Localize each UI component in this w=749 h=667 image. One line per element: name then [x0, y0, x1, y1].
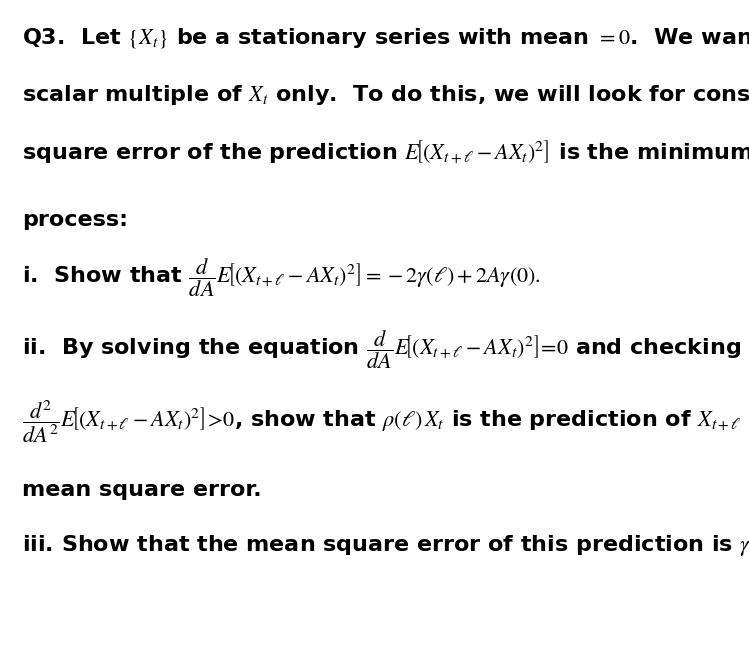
Text: iii. Show that the mean square error of this prediction is $\gamma(0)\left(1 - \: iii. Show that the mean square error of … — [22, 532, 749, 558]
Text: mean square error.: mean square error. — [22, 480, 261, 500]
Text: scalar multiple of $X_t$ only.  To do this, we will look for constant $A$ such t: scalar multiple of $X_t$ only. To do thi… — [22, 83, 749, 107]
Text: Q3.  Let $\{X_t\}$ be a stationary series with mean $= 0$.  We want to predict $: Q3. Let $\{X_t\}$ be a stationary series… — [22, 26, 749, 50]
Text: square error of the prediction $E\!\left[(X_{t+\ell} - AX_t)^2\right]$ is the mi: square error of the prediction $E\!\left… — [22, 139, 749, 165]
Text: process:: process: — [22, 210, 128, 230]
Text: $\dfrac{d^2}{dA^2}E\!\left[(X_{t+\ell} - AX_t)^2\right]\!>\!0$, show that $\rho(: $\dfrac{d^2}{dA^2}E\!\left[(X_{t+\ell} -… — [22, 398, 749, 446]
Text: ii.  By solving the equation $\dfrac{d}{dA}E\!\left[(X_{t+\ell} - AX_t)^2\right]: ii. By solving the equation $\dfrac{d}{d… — [22, 329, 749, 372]
Text: i.  Show that $\dfrac{d}{dA}E\!\left[(X_{t+\ell} - AX_t)^2\right] = -2\gamma(\el: i. Show that $\dfrac{d}{dA}E\!\left[(X_{… — [22, 257, 541, 299]
